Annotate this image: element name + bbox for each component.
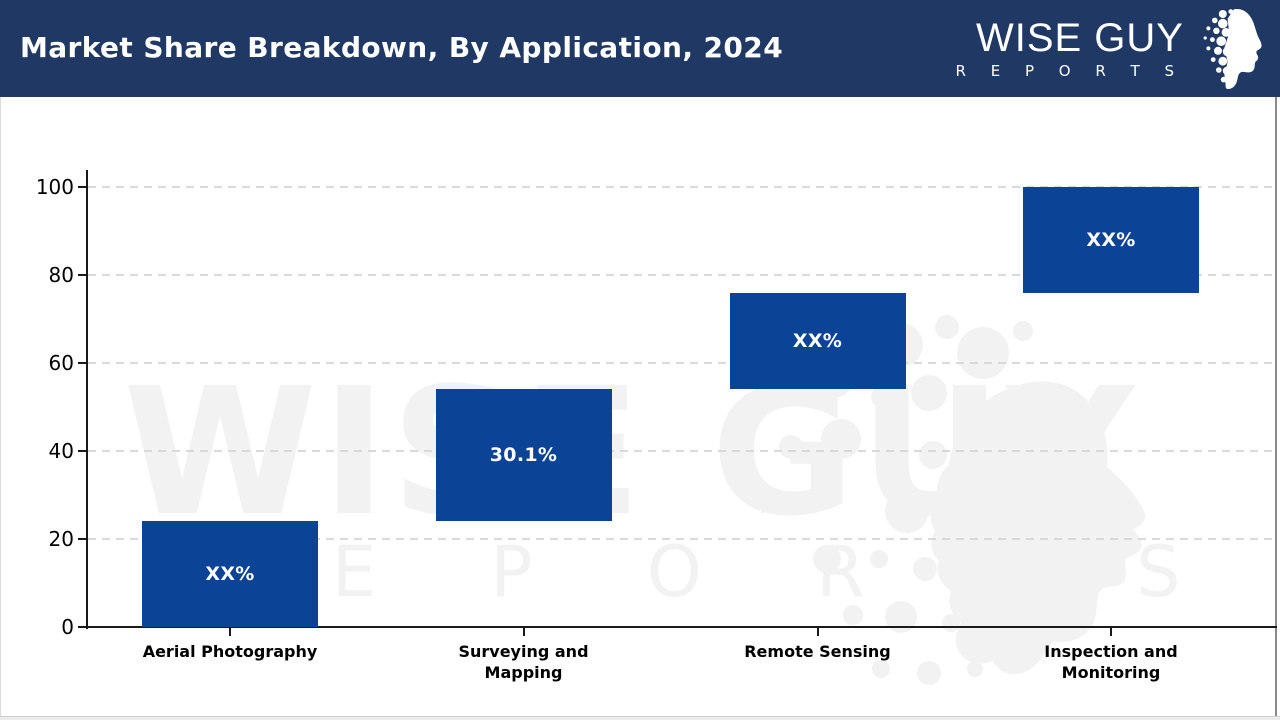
gridline-80 — [88, 274, 1277, 276]
x-tick-1 — [522, 628, 525, 636]
x-tick-2 — [816, 628, 819, 636]
bar-surveying-and-mapping: 30.1% — [435, 388, 612, 522]
gridline-20 — [88, 538, 1277, 540]
x-axis-label-3: Inspection and Monitoring — [1044, 642, 1178, 682]
y-tick-20 — [78, 538, 86, 540]
y-tick-label-80: 80 — [48, 263, 74, 287]
bar-remote-sensing: XX% — [729, 292, 906, 389]
page-title: Market Share Breakdown, By Application, … — [20, 31, 784, 65]
content-right-border — [1275, 97, 1277, 716]
dotted-head-icon — [1203, 8, 1262, 89]
footer-divider — [0, 716, 1280, 717]
logo-text: WISE GUY R E P O R T S — [952, 18, 1184, 79]
logo-wordmark: WISE GUY — [975, 16, 1184, 60]
y-tick-label-40: 40 — [48, 439, 74, 463]
gridline-100 — [88, 186, 1277, 188]
bar-value-label: XX% — [205, 563, 255, 586]
y-tick-label-100: 100 — [35, 175, 74, 199]
x-tick-0 — [229, 628, 231, 636]
bar-aerial-photography: XX% — [142, 521, 318, 627]
bar-value-label: XX% — [792, 329, 843, 352]
logo-subtitle: R E P O R T S — [955, 62, 1184, 80]
bar-inspection-and-monitoring: XX% — [1023, 187, 1199, 293]
header-bar: Market Share Breakdown, By Application, … — [0, 0, 1280, 97]
x-axis — [86, 626, 1277, 628]
y-axis — [86, 170, 88, 629]
wise-guy-reports-logo: WISE GUY R E P O R T S — [952, 4, 1266, 94]
x-tick-3 — [1110, 628, 1112, 636]
y-tick-label-20: 20 — [48, 527, 74, 551]
y-tick-40 — [78, 450, 86, 452]
x-axis-label-0: Aerial Photography — [142, 642, 318, 661]
y-tick-0 — [78, 626, 86, 628]
y-tick-label-0: 0 — [61, 615, 74, 639]
y-tick-100 — [78, 186, 86, 188]
y-tick-label-60: 60 — [48, 351, 74, 375]
bar-value-label: 30.1% — [489, 444, 558, 467]
bar-value-label: XX% — [1086, 228, 1136, 251]
y-tick-60 — [78, 362, 86, 364]
x-axis-label-2: Remote Sensing — [744, 642, 891, 661]
x-axis-label-1: Surveying and Mapping — [458, 642, 589, 682]
gridline-60 — [88, 362, 1277, 364]
y-tick-80 — [78, 274, 86, 276]
footer-strip — [0, 717, 1280, 720]
gridline-40 — [88, 450, 1277, 452]
